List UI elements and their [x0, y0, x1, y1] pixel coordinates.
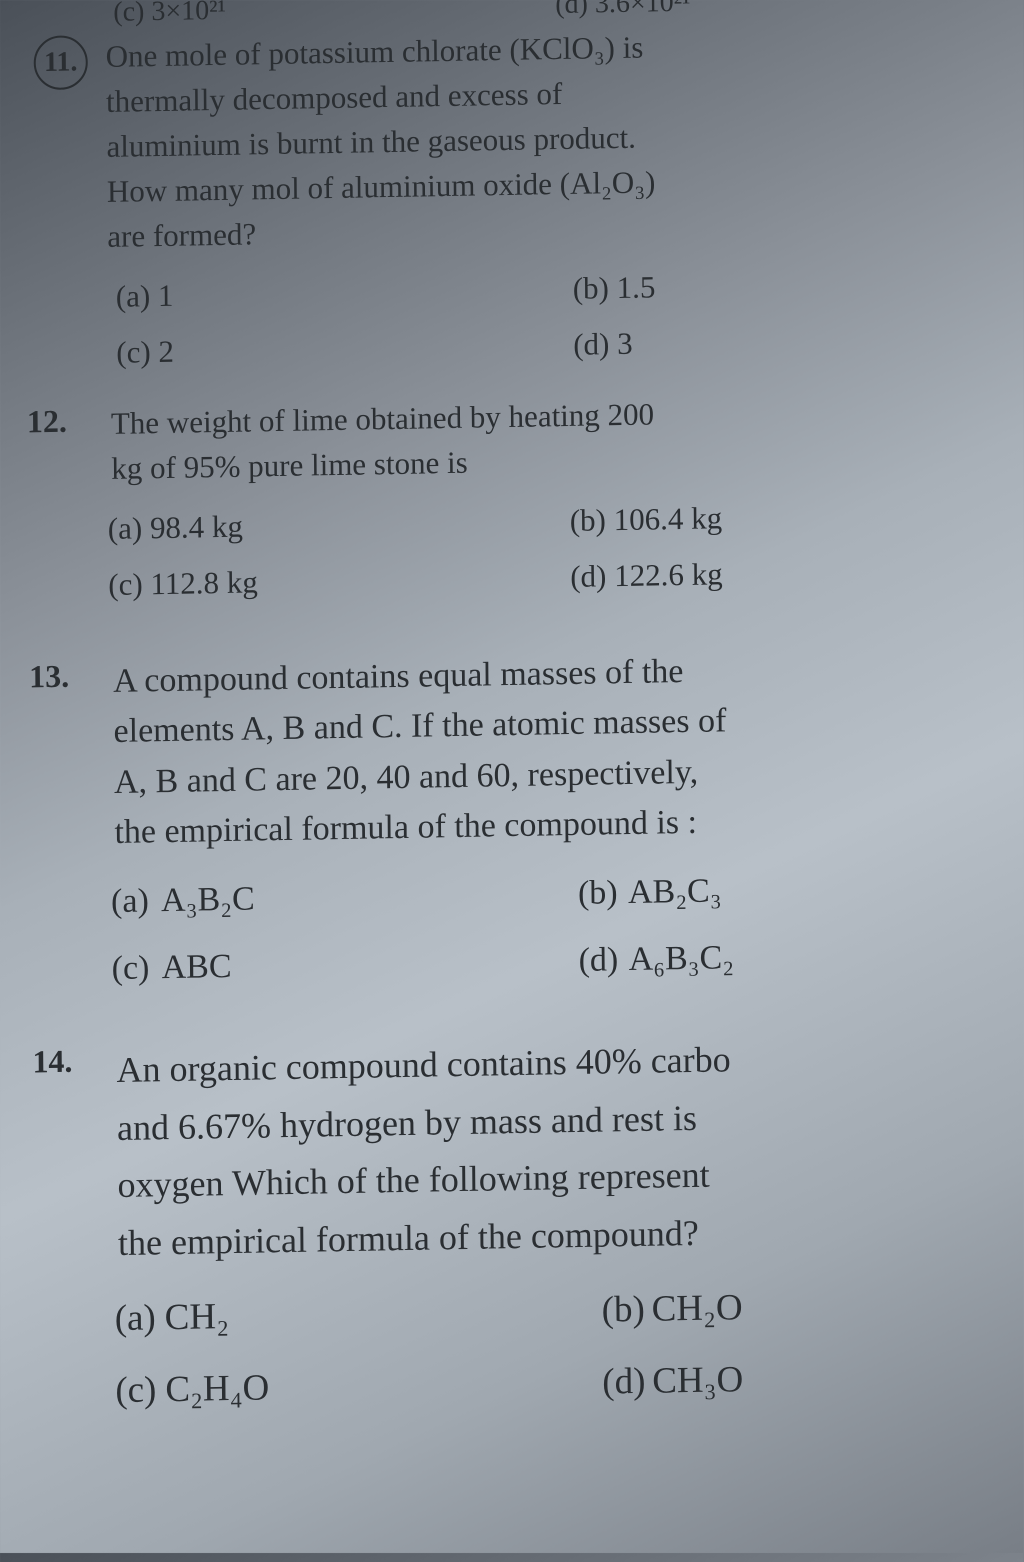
q13-opt-b-label: (b): [578, 867, 628, 921]
q14-line4: the empirical formula of the compound?: [118, 1213, 699, 1263]
q13-options: (a) A₃B₂C (b) AB₂C₃ (c) ABC (d) A₆B₃C₂: [111, 860, 1016, 995]
page-content: (c) 3×10²¹ (d) 3.6×10²¹ 11. One mole of …: [0, 0, 1024, 1562]
q12-line1: The weight of lime obtained by heating 2…: [111, 396, 654, 440]
q11-line4: How many mol of aluminium oxide (Al₂O₃): [107, 164, 656, 209]
q11-opt-a: (a) 1: [116, 266, 543, 320]
q14-opt-c-label: (c): [115, 1361, 165, 1419]
q14-opt-a-label: (a): [114, 1290, 164, 1348]
question-12: 12. The weight of lime obtained by heati…: [27, 386, 1003, 610]
option-c-pre: (c) 3×10²¹: [113, 0, 555, 29]
q13-line2: elements A, B and C. If the atomic masse…: [113, 703, 726, 751]
q13-line1: A compound contains equal masses of the: [113, 653, 684, 700]
q14-opt-c-val: C₂H₄O: [165, 1367, 269, 1410]
q13-opt-a-label: (a): [111, 875, 161, 929]
q12-opt-a: (a) 98.4 kg: [108, 498, 540, 552]
q14-opt-a: (a) CH₂: [114, 1282, 571, 1347]
q14-opt-d-val: CH₃O: [652, 1359, 743, 1402]
q11-text: One mole of potassium chlorate (KClO₃) i…: [106, 25, 656, 259]
q13-opt-d-val: A₆B₃C₂: [628, 939, 734, 978]
q14-opt-b-label: (b): [601, 1281, 651, 1339]
q11-header: 11. One mole of potassium chlorate (KClO…: [34, 19, 1000, 261]
q14-line2: and 6.67% hydrogen by mass and rest is: [117, 1097, 697, 1147]
q14-opt-a-val: CH₂: [165, 1296, 230, 1338]
q14-opt-d-label: (d): [602, 1352, 652, 1410]
q13-opt-d-label: (d): [578, 934, 628, 988]
q11-opt-b: (b) 1.5: [573, 258, 1000, 312]
q14-header: 14. An organic compound contains 40% car…: [32, 1026, 1024, 1274]
question-11: (c) 3×10²¹ (d) 3.6×10²¹ 11. One mole of …: [33, 0, 1000, 378]
q14-number: 14.: [32, 1042, 92, 1080]
q14-opt-b-val: CH₂O: [651, 1287, 742, 1330]
q11-opt-c: (c) 2: [116, 323, 543, 377]
q11-opt-d: (d) 3: [573, 315, 1000, 369]
q14-options: (a) CH₂ (b) CH₂O (c) C₂H₄O (d) CH₃O: [114, 1274, 1024, 1419]
q12-text: The weight of lime obtained by heating 2…: [111, 392, 655, 491]
question-13: 13. A compound contains equal masses of …: [29, 641, 1016, 997]
q13-opt-b: (b) AB₂C₃: [578, 860, 1015, 920]
q11-options: (a) 1 (b) 1.5 (c) 2 (d) 3: [116, 258, 1001, 376]
q13-line4: the empirical formula of the compound is…: [114, 804, 697, 851]
q12-opt-c: (c) 112.8 kg: [108, 555, 540, 609]
q13-line3: A, B and C are 20, 40 and 60, respective…: [114, 753, 698, 800]
q14-line3: oxygen Which of the following represent: [117, 1155, 709, 1205]
q14-line1: An organic compound contains 40% carbo: [116, 1039, 730, 1090]
q11-line5: are formed?: [107, 216, 256, 254]
q13-header: 13. A compound contains equal masses of …: [29, 641, 1015, 859]
q13-text: A compound contains equal masses of the …: [113, 646, 728, 858]
q12-line2: kg of 95% pure lime stone is: [111, 445, 468, 486]
q13-opt-c-label: (c): [111, 942, 161, 996]
q13-opt-b-val: AB₂C₃: [628, 873, 722, 912]
q11-line3: aluminium is burnt in the gaseous produc…: [106, 120, 636, 164]
q12-header: 12. The weight of lime obtained by heati…: [27, 386, 1002, 493]
q13-opt-d: (d) A₆B₃C₂: [578, 927, 1015, 987]
q12-options: (a) 98.4 kg (b) 106.4 kg (c) 112.8 kg (d…: [108, 490, 1003, 609]
q14-opt-c: (c) C₂H₄O: [115, 1354, 572, 1419]
q14-opt-b: (b) CH₂O: [601, 1274, 1024, 1339]
q12-opt-d: (d) 122.6 kg: [570, 547, 1002, 601]
q12-number: 12.: [27, 402, 87, 440]
q14-text: An organic compound contains 40% carbo a…: [116, 1031, 732, 1272]
q13-opt-c: (c) ABC: [111, 935, 548, 995]
option-d-pre: (d) 3.6×10²¹: [555, 0, 997, 21]
q14-opt-d: (d) CH₃O: [602, 1345, 1024, 1410]
q11-line1: One mole of potassium chlorate (KClO₃) i…: [106, 30, 644, 74]
q13-opt-a: (a) A₃B₂C: [111, 869, 548, 929]
q11-number: 11.: [34, 35, 88, 90]
q11-line2: thermally decomposed and excess of: [106, 76, 563, 119]
q13-number: 13.: [29, 657, 89, 695]
question-14: 14. An organic compound contains 40% car…: [32, 1026, 1024, 1421]
q13-opt-c-val: ABC: [161, 948, 231, 986]
q13-opt-a-val: A₃B₂C: [161, 881, 255, 920]
q12-opt-b: (b) 106.4 kg: [570, 490, 1002, 544]
